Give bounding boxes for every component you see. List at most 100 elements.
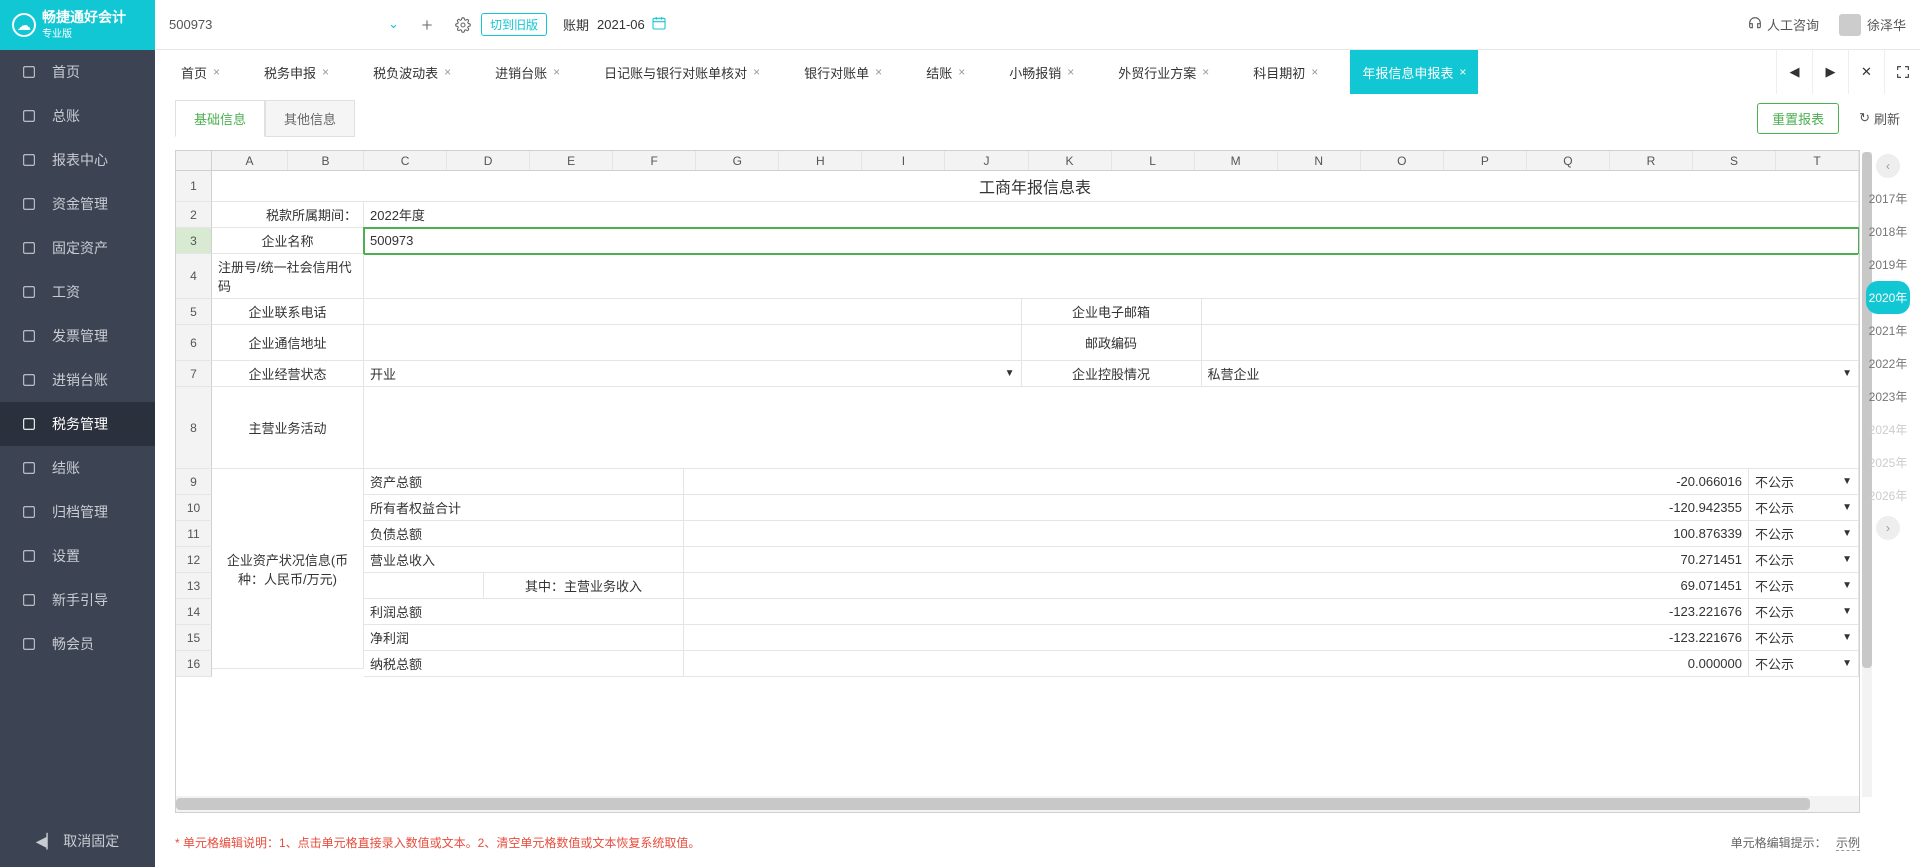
row-number[interactable]: 6 [176,325,212,361]
select-all-corner[interactable] [176,151,212,170]
nav-item-archive[interactable]: 归档管理 [0,490,155,534]
tabs-scroll-left[interactable]: ◀ [1776,50,1812,94]
column-header[interactable]: C [364,151,447,170]
nav-item-ledger[interactable]: 总账 [0,94,155,138]
refresh-button[interactable]: ↻ 刷新 [1859,109,1900,128]
reg-code-value[interactable] [364,254,1859,299]
publish-select[interactable]: 不公示▼ [1749,547,1859,573]
year-scroll-down[interactable]: › [1876,516,1900,540]
nav-item-inventory[interactable]: 进销台账 [0,358,155,402]
subtab-basic-info[interactable]: 基础信息 [175,100,265,137]
tab-close-icon[interactable]: × [1311,65,1318,79]
tabs-scroll-right[interactable]: ▶ [1812,50,1848,94]
tab-close-icon[interactable]: × [753,65,760,79]
year-option[interactable]: 2019年 [1866,248,1910,281]
nav-item-vip[interactable]: 畅会员 [0,622,155,666]
fin-value[interactable]: -123.221676 [684,599,1749,625]
tab[interactable]: 外贸行业方案× [1106,50,1221,94]
column-header[interactable]: F [613,151,696,170]
biz-status-select[interactable]: 开业▼ [364,361,1022,387]
tab[interactable]: 税负波动表× [361,50,463,94]
tab[interactable]: 首页× [169,50,232,94]
main-activity-value[interactable] [364,387,1859,469]
tabs-close-all[interactable]: ✕ [1848,50,1884,94]
horizontal-scrollbar[interactable] [176,796,1859,812]
switch-old-version-button[interactable]: 切到旧版 [481,13,547,36]
tab-close-icon[interactable]: × [553,65,560,79]
fin-value[interactable]: 69.071451 [684,573,1749,599]
column-header[interactable]: P [1444,151,1527,170]
year-option[interactable]: 2022年 [1866,347,1910,380]
fin-value[interactable]: 100.876339 [684,521,1749,547]
fin-value[interactable]: 70.271451 [684,547,1749,573]
row-number[interactable]: 3 [176,228,212,254]
tab[interactable]: 小畅报销× [997,50,1086,94]
tab-close-icon[interactable]: × [444,65,451,79]
year-option[interactable]: 2017年 [1866,182,1910,215]
column-header[interactable]: T [1776,151,1859,170]
example-link[interactable]: 示例 [1836,836,1860,851]
column-header[interactable]: D [447,151,530,170]
tab[interactable]: 日记账与银行对账单核对× [592,50,772,94]
publish-select[interactable]: 不公示▼ [1749,469,1859,495]
row-number[interactable]: 11 [176,521,212,547]
row-number[interactable]: 10 [176,495,212,521]
nav-item-asset[interactable]: 固定资产 [0,226,155,270]
column-header[interactable]: K [1029,151,1112,170]
year-option[interactable]: 2021年 [1866,314,1910,347]
column-header[interactable]: Q [1527,151,1610,170]
tab-close-icon[interactable]: × [958,65,965,79]
tab-close-icon[interactable]: × [875,65,882,79]
sheet-body[interactable]: 1工商年报信息表2税款所属期间：2022年度3企业名称5009734注册号/统一… [176,171,1859,796]
row-number[interactable]: 2 [176,202,212,228]
user-menu[interactable]: 徐泽华 [1839,14,1906,36]
nav-item-tax[interactable]: 税务管理 [0,402,155,446]
publish-select[interactable]: 不公示▼ [1749,573,1859,599]
email-value[interactable] [1202,299,1860,325]
postcode-value[interactable] [1202,325,1860,361]
human-consult-button[interactable]: 人工咨询 [1747,15,1819,34]
publish-select[interactable]: 不公示▼ [1749,625,1859,651]
row-number[interactable]: 15 [176,625,212,651]
row-number[interactable]: 1 [176,171,212,202]
tab-close-icon[interactable]: × [213,65,220,79]
fullscreen-button[interactable] [1884,50,1920,94]
publish-select[interactable]: 不公示▼ [1749,521,1859,547]
fin-value[interactable]: -20.066016 [684,469,1749,495]
add-button[interactable] [413,11,441,39]
nav-item-invoice[interactable]: 发票管理 [0,314,155,358]
tab[interactable]: 税务申报× [252,50,341,94]
company-name-input[interactable]: 500973 [364,228,1859,254]
year-scroll-up[interactable]: ‹ [1876,154,1900,178]
column-header[interactable]: M [1195,151,1278,170]
tab[interactable]: 银行对账单× [792,50,894,94]
nav-item-salary[interactable]: 工资 [0,270,155,314]
unpin-sidebar[interactable]: ◀▏ 取消固定 [0,831,155,851]
year-option[interactable]: 2020年 [1866,281,1910,314]
row-number[interactable]: 12 [176,547,212,573]
row-number[interactable]: 16 [176,651,212,677]
nav-item-chart[interactable]: 报表中心 [0,138,155,182]
publish-select[interactable]: 不公示▼ [1749,651,1859,677]
column-header[interactable]: B [288,151,364,170]
fin-value[interactable]: 0.000000 [684,651,1749,677]
holding-select[interactable]: 私营企业▼ [1202,361,1860,387]
settings-icon-button[interactable] [449,11,477,39]
nav-item-close-period[interactable]: 结账 [0,446,155,490]
row-number[interactable]: 13 [176,573,212,599]
column-header[interactable]: S [1693,151,1776,170]
tab-close-icon[interactable]: × [1459,65,1466,79]
tab[interactable]: 进销台账× [483,50,572,94]
publish-select[interactable]: 不公示▼ [1749,495,1859,521]
column-header[interactable]: A [212,151,288,170]
phone-value[interactable] [364,299,1022,325]
calendar-icon[interactable] [651,15,667,34]
publish-select[interactable]: 不公示▼ [1749,599,1859,625]
row-number[interactable]: 4 [176,254,212,299]
column-header[interactable]: H [779,151,862,170]
company-selector[interactable]: 500973 ⌄ [169,16,399,33]
h-scroll-thumb[interactable] [176,798,1810,810]
column-header[interactable]: G [696,151,779,170]
nav-item-guide[interactable]: 新手引导 [0,578,155,622]
row-number[interactable]: 9 [176,469,212,495]
